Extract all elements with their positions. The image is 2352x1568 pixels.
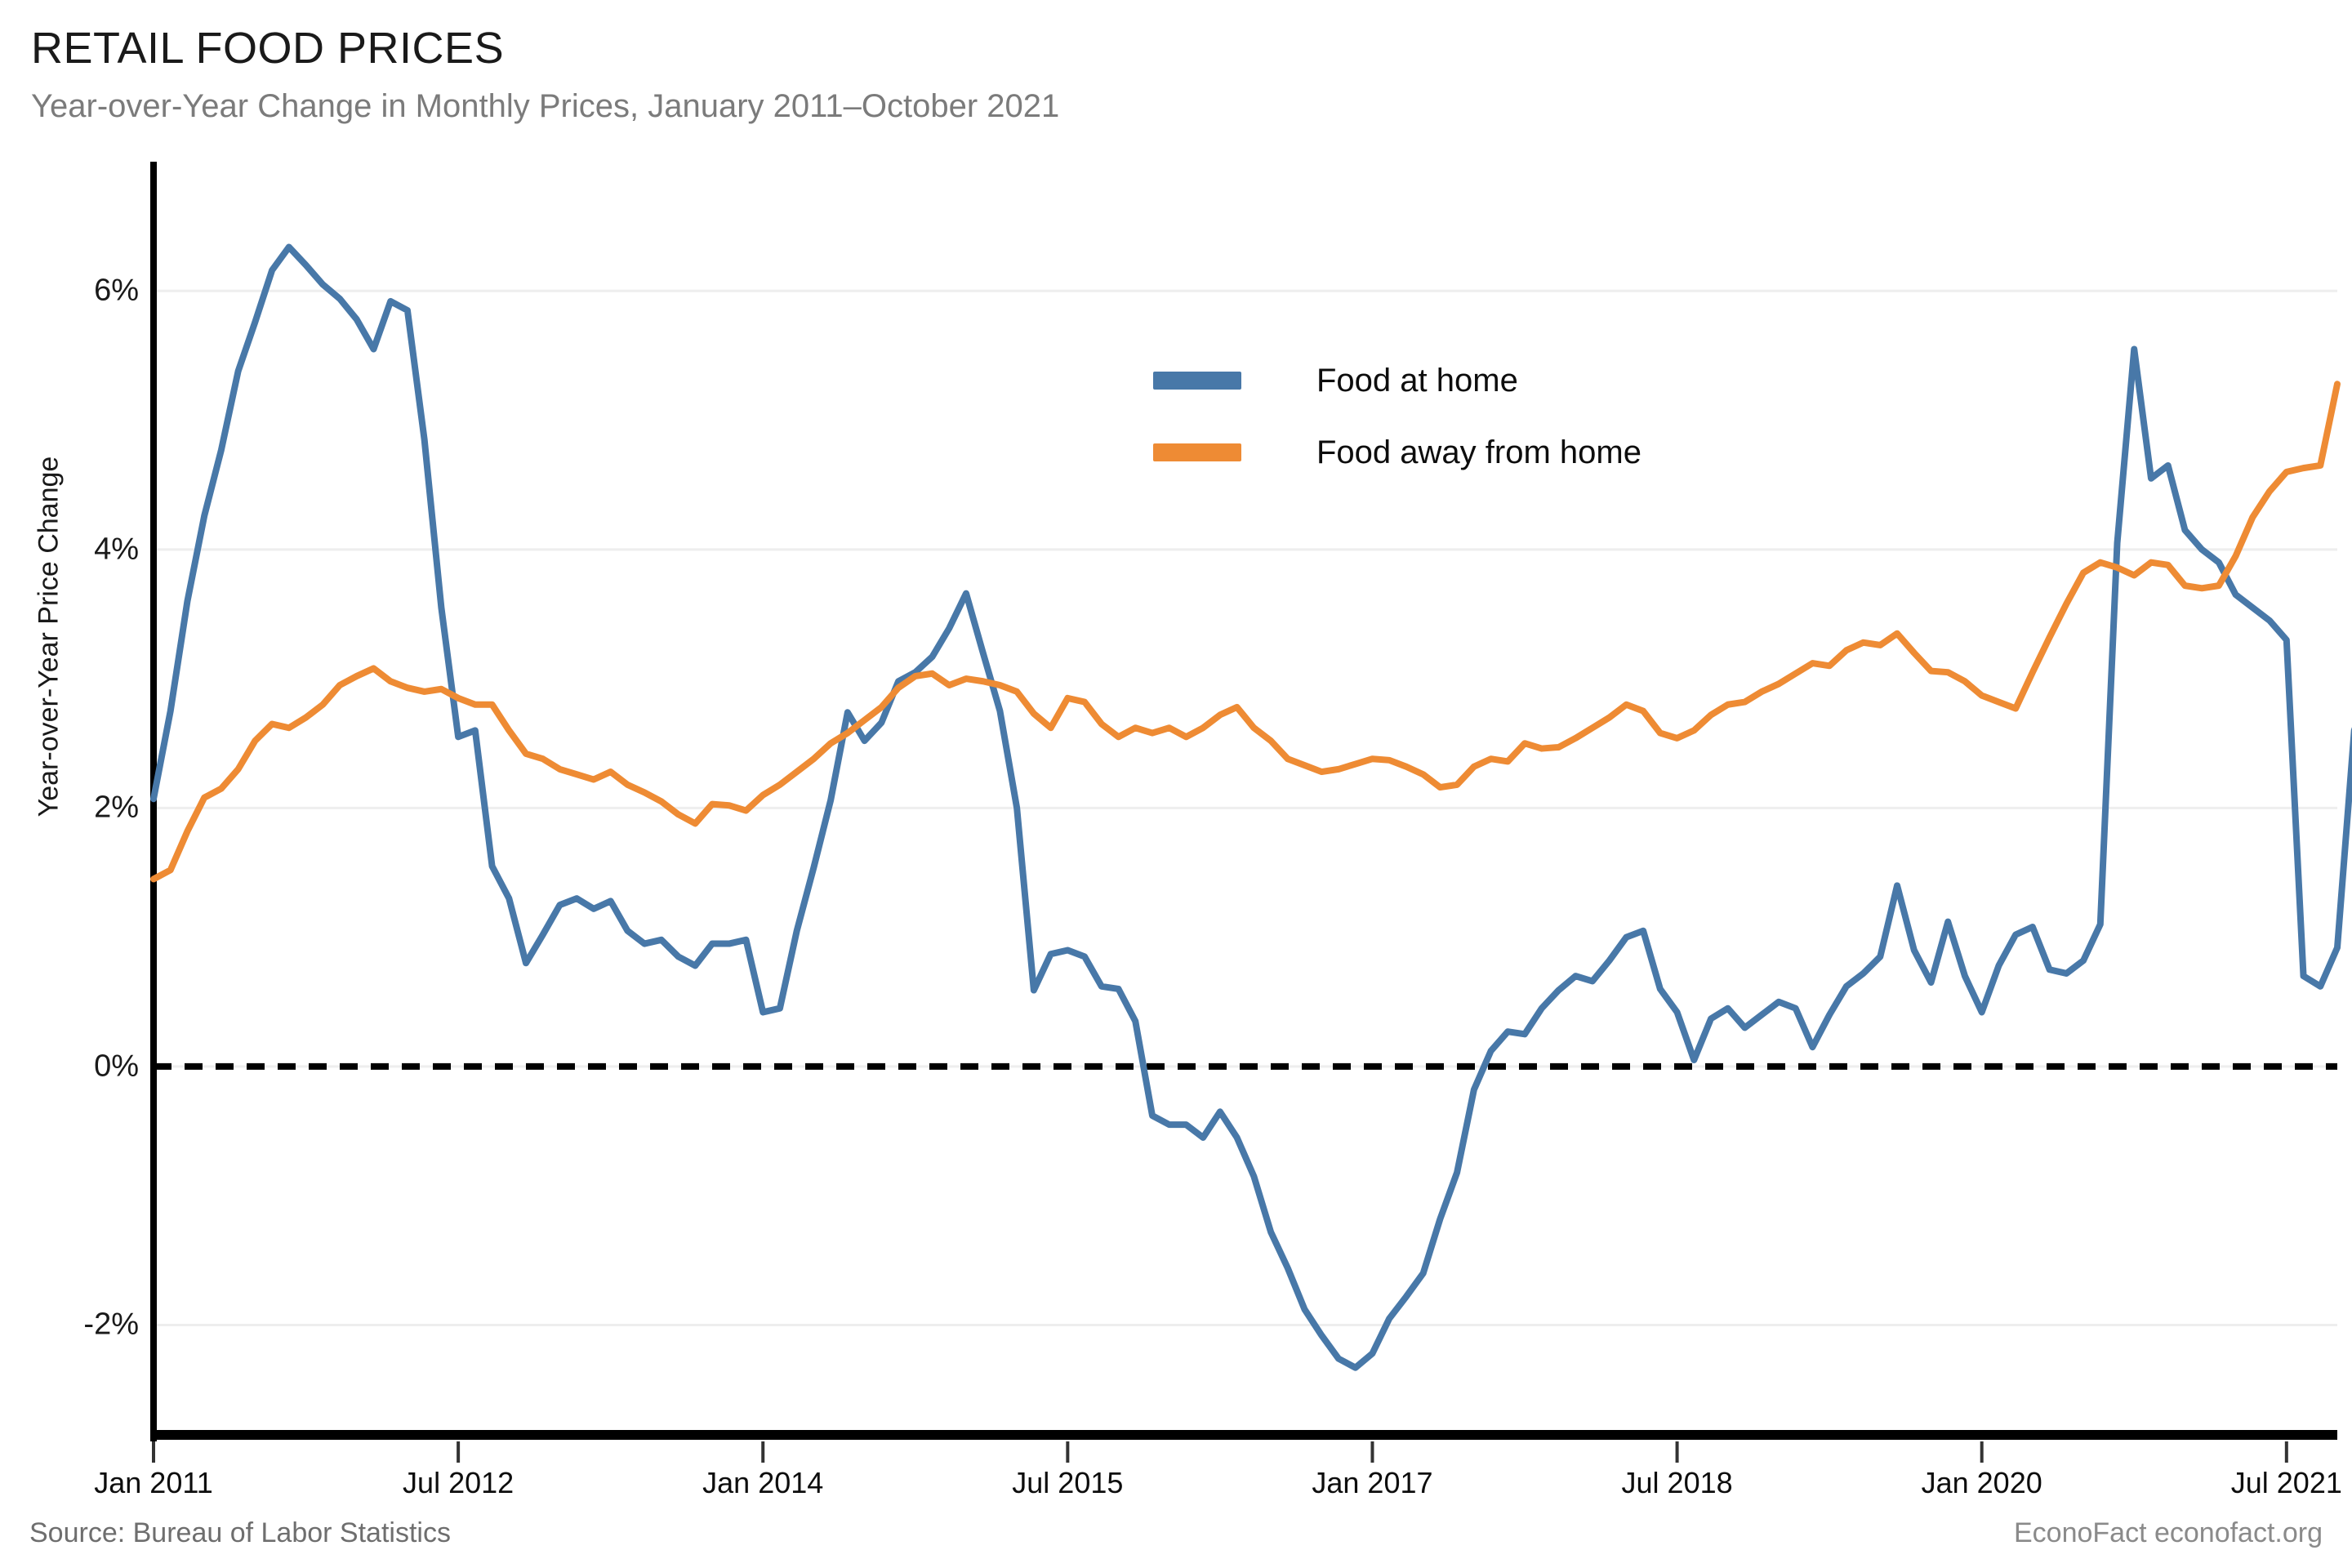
legend-swatch-food-away-from-home (1153, 443, 1241, 461)
series-line (150, 243, 2352, 1371)
brand-note: EconoFact econofact.org (2013, 1517, 2323, 1548)
chart-legend: Food at home Food away from home (1153, 345, 1642, 488)
y-tick-label: -2% (83, 1307, 139, 1342)
y-tick-label: 2% (94, 790, 139, 825)
source-note: Source: Bureau of Labor Statistics (29, 1517, 451, 1548)
x-tick-label: Jul 2012 (403, 1466, 514, 1499)
y-tick-label: 6% (94, 273, 139, 308)
y-tick-label: 0% (94, 1049, 139, 1084)
legend-swatch-food-at-home (1153, 372, 1241, 390)
x-tick-label: Jan 2014 (702, 1466, 824, 1499)
legend-entry-food-at-home[interactable]: Food at home (1153, 345, 1642, 416)
y-tick-label: 4% (94, 532, 139, 567)
legend-label-food-at-home: Food at home (1316, 362, 1518, 399)
x-tick-label: Jan 2017 (1312, 1466, 1433, 1499)
y-axis-title: Year-over-Year Price Change (33, 456, 65, 817)
x-tick-label: Jan 2011 (94, 1466, 213, 1499)
x-axis-tick-marks (152, 1441, 2288, 1463)
data-series-group (150, 243, 2352, 1371)
x-tick-label: Jul 2018 (1621, 1466, 1733, 1499)
legend-entry-food-away-from-home[interactable]: Food away from home (1153, 416, 1642, 488)
x-tick-label: Jul 2021 (2230, 1466, 2342, 1499)
y-axis-tick-labels: -2% 0% 2% 4% 6% (33, 0, 139, 1568)
page-title: RETAIL FOOD PRICES (31, 24, 505, 73)
legend-label-food-away-from-home: Food away from home (1316, 434, 1642, 470)
gridlines (154, 289, 2337, 1326)
x-tick-label: Jul 2015 (1012, 1466, 1124, 1499)
x-tick-label: Jan 2020 (1921, 1466, 2042, 1499)
series-line (150, 381, 2341, 883)
page-subtitle: Year-over-Year Change in Monthly Prices,… (31, 88, 1060, 124)
